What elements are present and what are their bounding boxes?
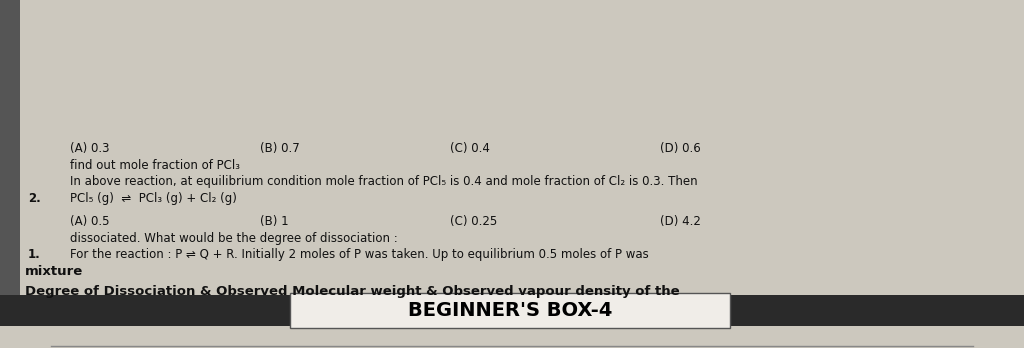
Text: 1.: 1. <box>28 248 41 261</box>
Bar <box>0 295 1024 326</box>
Text: In above reaction, at equilibrium condition mole fraction of PCl₅ is 0.4 and mol: In above reaction, at equilibrium condit… <box>70 175 697 188</box>
Text: (A) 0.3: (A) 0.3 <box>70 142 110 155</box>
Text: (C) 0.4: (C) 0.4 <box>450 142 489 155</box>
Bar <box>290 293 730 328</box>
Text: (D) 4.2: (D) 4.2 <box>660 215 700 228</box>
Text: dissociated. What would be the degree of dissociation :: dissociated. What would be the degree of… <box>70 232 397 245</box>
Text: (D) 0.6: (D) 0.6 <box>660 142 700 155</box>
Text: BEGINNER'S BOX-4: BEGINNER'S BOX-4 <box>408 301 612 320</box>
Text: PCl₅ (g)  ⇌  PCl₃ (g) + Cl₂ (g): PCl₅ (g) ⇌ PCl₃ (g) + Cl₂ (g) <box>70 192 237 205</box>
Text: (B) 0.7: (B) 0.7 <box>260 142 300 155</box>
Text: For the reaction : P ⇌ Q + R. Initially 2 moles of P was taken. Up to equilibriu: For the reaction : P ⇌ Q + R. Initially … <box>70 248 649 261</box>
Text: (C) 0.25: (C) 0.25 <box>450 215 498 228</box>
Text: (B) 1: (B) 1 <box>260 215 289 228</box>
Text: 2.: 2. <box>28 192 41 205</box>
Text: (A) 0.5: (A) 0.5 <box>70 215 110 228</box>
Bar <box>0 0 20 295</box>
Text: Degree of Dissociation & Observed Molecular weight & Observed vapour density of : Degree of Dissociation & Observed Molecu… <box>25 285 680 298</box>
Text: mixture: mixture <box>25 265 83 278</box>
Text: find out mole fraction of PCl₃: find out mole fraction of PCl₃ <box>70 159 240 172</box>
